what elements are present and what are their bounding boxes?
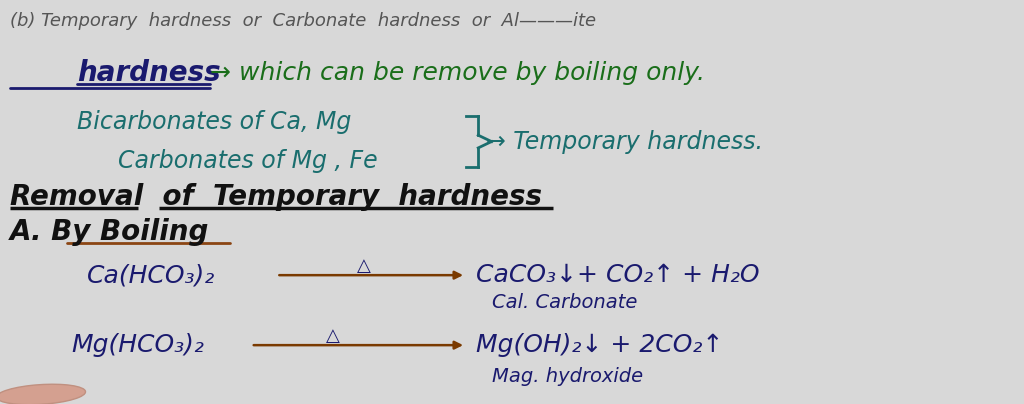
Text: △: △ [356,257,371,275]
Text: Bicarbonates of Ca, Mg: Bicarbonates of Ca, Mg [77,110,351,135]
Text: → which can be remove by boiling only.: → which can be remove by boiling only. [210,61,705,85]
Text: Mag. hydroxide: Mag. hydroxide [492,368,643,387]
Text: CaCO₃↓+ CO₂↑ + H₂O: CaCO₃↓+ CO₂↑ + H₂O [476,263,760,287]
Text: Ca(HCO₃)₂: Ca(HCO₃)₂ [87,263,215,287]
Text: hardness: hardness [77,59,220,87]
Text: Removal  of  Temporary  hardness: Removal of Temporary hardness [10,183,543,211]
Text: Mg(OH)₂↓ + 2CO₂↑: Mg(OH)₂↓ + 2CO₂↑ [476,333,724,357]
Text: Cal. Carbonate: Cal. Carbonate [492,293,637,312]
Text: Mg(HCO₃)₂: Mg(HCO₃)₂ [72,333,205,357]
Text: → Temporary hardness.: → Temporary hardness. [486,130,764,154]
Text: △: △ [326,326,340,345]
Ellipse shape [0,384,86,404]
Text: A. By Boiling: A. By Boiling [10,218,210,246]
Text: Carbonates of Mg , Fe: Carbonates of Mg , Fe [118,149,378,173]
Text: (b) Temporary  hardness  or  Carbonate  hardness  or  Al———ite: (b) Temporary hardness or Carbonate hard… [10,12,596,30]
